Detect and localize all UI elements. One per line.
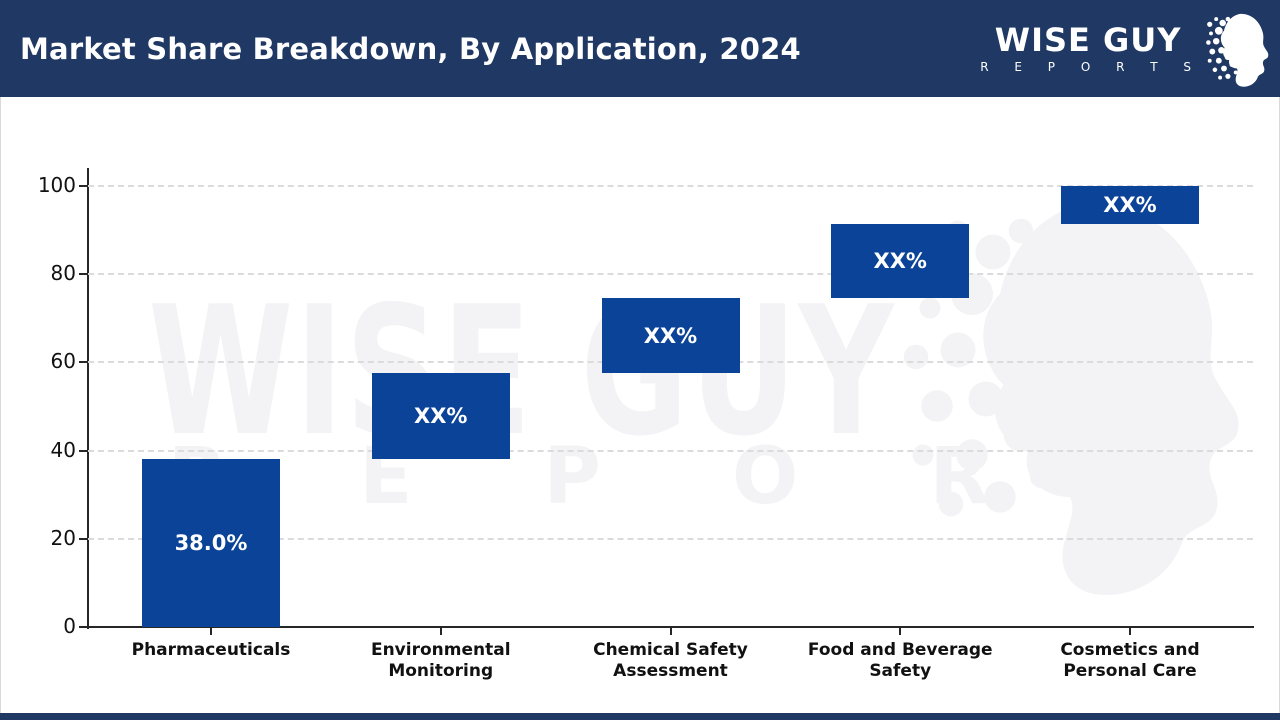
face-watermark-icon bbox=[903, 202, 1239, 595]
brand-logo-text: WISE GUY R E P O R T S bbox=[974, 21, 1202, 74]
y-tick-label: 40 bbox=[50, 437, 76, 462]
footer-bar bbox=[0, 713, 1280, 720]
x-tick-mark bbox=[669, 627, 672, 635]
bar-segment: XX% bbox=[601, 298, 740, 374]
bar-value-label: 38.0% bbox=[174, 531, 248, 556]
brand-subtitle: R E P O R T S bbox=[980, 59, 1202, 74]
x-tick-mark bbox=[439, 627, 442, 635]
bar-segment: XX% bbox=[1061, 186, 1199, 225]
x-tick-mark bbox=[899, 627, 902, 635]
bar-segment: XX% bbox=[831, 224, 970, 299]
bar-value-label: XX% bbox=[414, 404, 468, 429]
brand-logo: WISE GUY R E P O R T S bbox=[974, 10, 1280, 88]
y-axis-line bbox=[87, 168, 89, 629]
header-banner: Market Share Breakdown, By Application, … bbox=[0, 0, 1280, 97]
y-tick-mark bbox=[79, 537, 88, 540]
y-tick-mark bbox=[79, 361, 88, 364]
y-tick-label: 60 bbox=[50, 349, 76, 374]
gridline bbox=[88, 185, 1253, 187]
gridline bbox=[88, 273, 1253, 276]
y-tick-mark bbox=[79, 273, 88, 276]
gridline bbox=[88, 449, 1253, 452]
x-category-label: Cosmetics and Personal Care bbox=[1060, 640, 1200, 681]
brand-name: WISE GUY bbox=[994, 21, 1182, 60]
face-profile-logo-icon bbox=[1206, 13, 1269, 87]
bar-segment: XX% bbox=[371, 373, 510, 460]
y-tick-label: 100 bbox=[37, 173, 76, 197]
x-tick-mark bbox=[210, 627, 212, 635]
x-category-label: Food and Beverage Safety bbox=[807, 640, 993, 681]
y-tick-label: 20 bbox=[50, 525, 76, 550]
bar-segment: 38.0% bbox=[142, 459, 280, 627]
x-category-label: Chemical Safety Assessment bbox=[593, 640, 748, 681]
x-category-label: Environmental Monitoring bbox=[370, 640, 511, 681]
gridline bbox=[88, 537, 1253, 540]
bar-value-label: XX% bbox=[1103, 193, 1157, 218]
y-tick-label: 0 bbox=[63, 614, 76, 638]
page-title: Market Share Breakdown, By Application, … bbox=[20, 31, 801, 66]
watermark-brand-text: WISE GUY bbox=[148, 268, 896, 475]
y-tick-mark bbox=[79, 626, 88, 628]
x-category-label: Pharmaceuticals bbox=[131, 640, 291, 660]
bar-value-label: XX% bbox=[643, 323, 698, 348]
y-tick-mark bbox=[79, 449, 88, 452]
x-tick-mark bbox=[1129, 627, 1131, 635]
y-tick-label: 80 bbox=[50, 261, 76, 286]
bar-value-label: XX% bbox=[873, 249, 927, 274]
y-tick-mark bbox=[79, 185, 88, 187]
